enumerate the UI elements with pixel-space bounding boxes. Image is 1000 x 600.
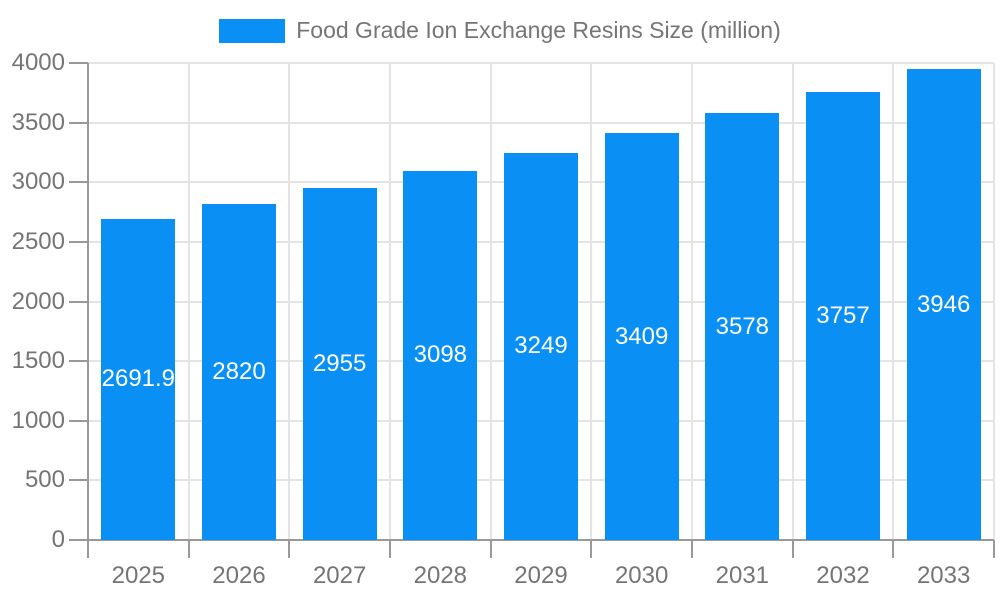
y-axis-tick — [69, 240, 88, 243]
x-axis-tick — [791, 540, 794, 558]
bar-2029[interactable] — [504, 152, 578, 540]
bar-2030[interactable] — [604, 133, 679, 540]
y-axis-line — [87, 63, 89, 558]
bar-value-label: 3757 — [816, 301, 870, 329]
bar-value-label: 2691.9 — [101, 365, 176, 393]
x-axis-label: 2029 — [514, 562, 568, 589]
gridline-vertical — [691, 63, 693, 540]
legend-label: Food Grade Ion Exchange Resins Size (mil… — [296, 17, 781, 43]
y-axis-tick — [69, 181, 88, 184]
bar-2028[interactable] — [403, 170, 478, 540]
gridline-horizontal — [88, 62, 994, 64]
x-axis-tick — [288, 540, 291, 558]
bar-2025[interactable] — [101, 218, 176, 540]
x-axis-label: 2026 — [212, 562, 266, 589]
bar-value-label: 3578 — [715, 312, 770, 340]
x-axis-tick — [892, 540, 895, 558]
y-axis-label: 500 — [24, 466, 65, 494]
x-axis-label: 2033 — [916, 562, 971, 589]
y-axis-tick — [69, 419, 88, 422]
gridline-horizontal — [88, 121, 994, 124]
x-axis-label: 2030 — [614, 562, 669, 589]
gridline-vertical — [187, 63, 190, 540]
x-axis-label: 2031 — [715, 562, 770, 589]
bar-value-label: 2955 — [312, 349, 367, 377]
gridline-vertical — [590, 63, 593, 540]
x-axis-tick — [489, 540, 492, 558]
x-axis-label: 2032 — [816, 562, 870, 589]
bar-2026[interactable] — [202, 203, 276, 540]
bar-2027[interactable] — [302, 187, 377, 540]
x-axis-tick — [187, 540, 190, 558]
y-axis-label: 1500 — [11, 347, 65, 375]
gridline-vertical — [993, 63, 995, 540]
bar-2033[interactable] — [906, 69, 981, 540]
y-axis-label: 3500 — [11, 108, 65, 136]
bar-2031[interactable] — [705, 113, 780, 540]
x-axis-label: 2025 — [111, 562, 166, 589]
plot-area: 0 500 1000 1500 2000 2500 3000 3500 4000 2691.9 20… — [12, 50, 995, 589]
gridline-vertical — [791, 63, 794, 540]
y-axis-label: 4000 — [11, 49, 65, 76]
bar-value-label: 3946 — [916, 290, 971, 318]
y-axis-tick — [69, 360, 88, 363]
gridline-vertical — [288, 63, 291, 540]
y-axis-label: 2500 — [11, 227, 65, 255]
x-axis-tick — [590, 540, 593, 558]
x-axis-tick — [389, 540, 391, 558]
bar-2032[interactable] — [806, 91, 880, 540]
y-axis-label: 2000 — [11, 287, 65, 315]
x-axis-label: 2027 — [312, 562, 367, 589]
bar-value-label: 2820 — [212, 357, 266, 385]
y-axis-label: 1000 — [11, 406, 65, 434]
legend[interactable]: Food Grade Ion Exchange Resins Size (mil… — [0, 17, 1000, 44]
gridline-vertical — [389, 63, 391, 540]
x-axis-label: 2028 — [413, 562, 468, 589]
y-axis-label: 3000 — [11, 168, 65, 196]
gridline-vertical — [489, 63, 492, 540]
y-axis-tick — [69, 62, 88, 64]
y-axis-label: 0 — [51, 526, 65, 553]
y-axis-tick — [69, 121, 88, 124]
bar-value-label: 3249 — [514, 332, 568, 360]
bar-value-label: 3409 — [614, 322, 669, 350]
legend-swatch-icon — [219, 18, 286, 43]
x-axis-tick — [691, 540, 693, 558]
x-axis-line — [69, 539, 994, 541]
bar-value-label: 3098 — [413, 341, 468, 369]
x-axis-tick — [993, 540, 995, 558]
y-axis-tick — [69, 479, 88, 482]
gridline-vertical — [892, 63, 895, 540]
y-axis-tick — [69, 300, 88, 303]
